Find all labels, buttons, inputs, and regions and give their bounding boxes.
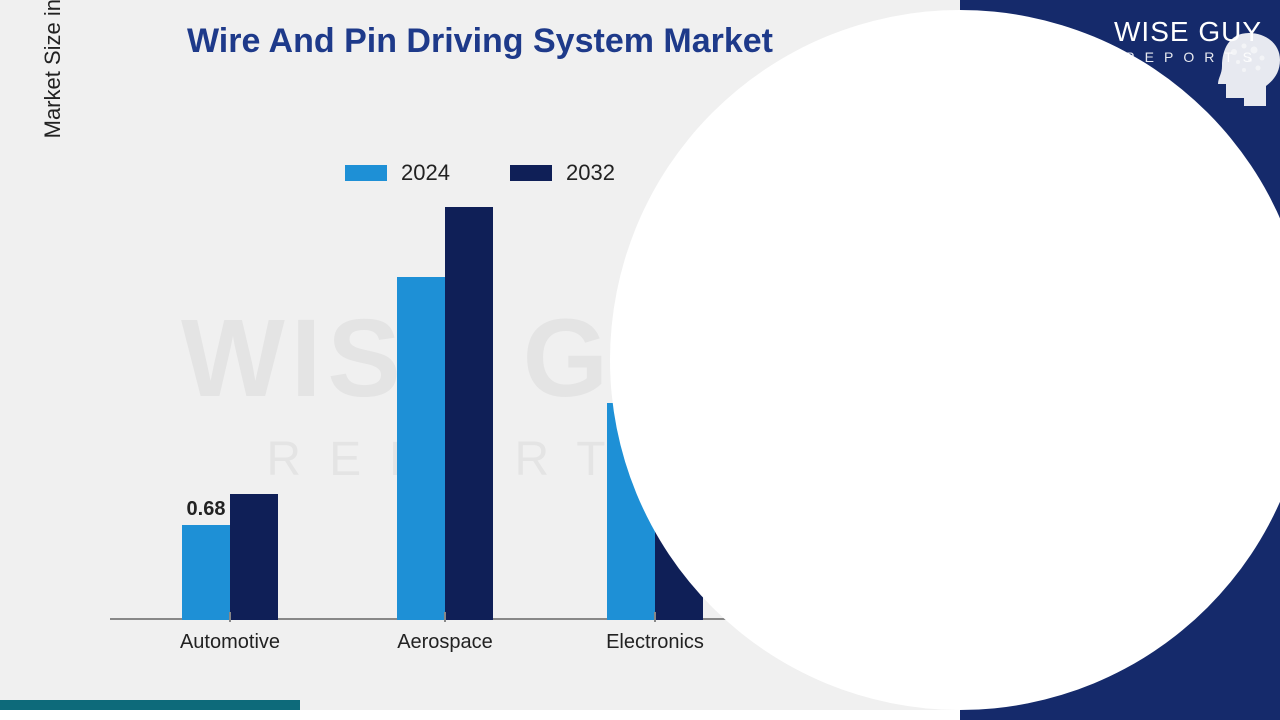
brand-head-icon (1214, 28, 1280, 108)
x-axis-category-label: Electronics (575, 631, 735, 654)
bar-2032 (445, 207, 493, 620)
brand-logo: WISE GUY REPORTS (1114, 18, 1262, 64)
bar-2032 (230, 494, 278, 620)
x-tick (654, 612, 656, 622)
x-axis-category-label: Aerospace (365, 631, 525, 654)
x-tick (444, 612, 446, 622)
bar-group (397, 207, 493, 620)
brand-line2: REPORTS (1114, 50, 1262, 64)
legend-swatch-2024 (345, 165, 387, 181)
brand-panel: WISE GUY REPORTS (960, 0, 1280, 720)
bar-value-label: 0.68 (187, 498, 226, 521)
legend-swatch-2032 (510, 165, 552, 181)
circle-cutout (610, 10, 1280, 710)
legend-item-2032: 2032 (510, 160, 615, 186)
x-tick (229, 612, 231, 622)
y-axis-label: Market Size in USD Billion (40, 0, 66, 220)
bar-2024 (397, 277, 445, 620)
legend-label-2032: 2032 (566, 160, 615, 186)
bottom-accent-bar (0, 700, 300, 710)
x-axis-category-label: Automotive (150, 631, 310, 654)
bar-2024 (182, 525, 230, 620)
page-root: WISE GUY REPORTS Wire And Pin Driving Sy… (0, 0, 1280, 720)
legend-item-2024: 2024 (345, 160, 450, 186)
legend-label-2024: 2024 (401, 160, 450, 186)
